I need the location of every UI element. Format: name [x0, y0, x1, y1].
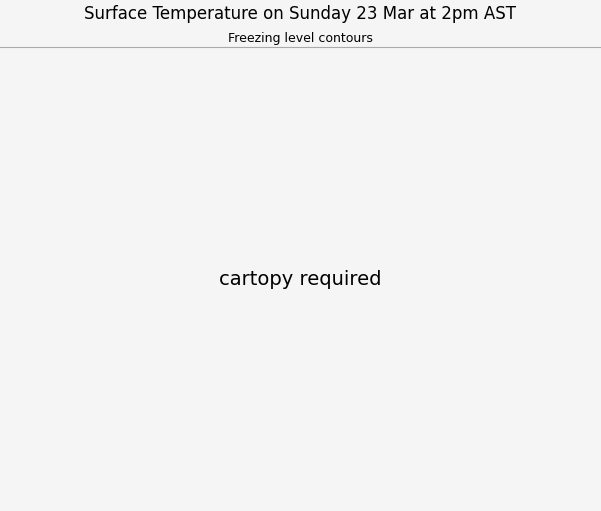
Text: cartopy required: cartopy required — [219, 269, 382, 289]
Text: Surface Temperature on Sunday 23 Mar at 2pm AST: Surface Temperature on Sunday 23 Mar at … — [85, 5, 516, 23]
Text: Freezing level contours: Freezing level contours — [228, 32, 373, 45]
